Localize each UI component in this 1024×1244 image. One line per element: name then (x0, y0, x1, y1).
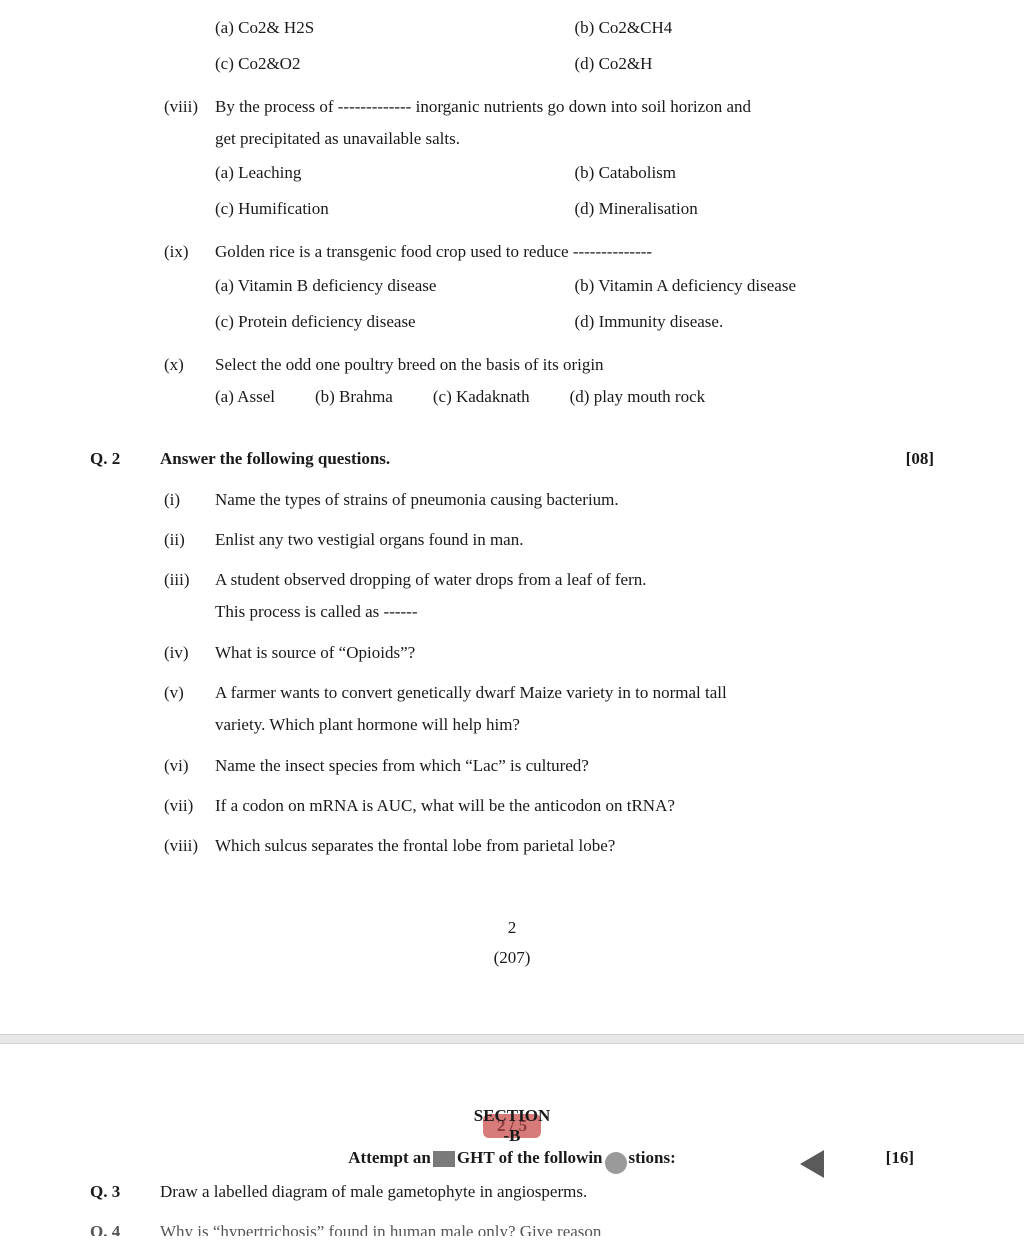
sub-num: (v) (160, 677, 215, 742)
sub-num: (iv) (160, 637, 215, 669)
q2-header: Q. 2 Answer the following questions. [08… (90, 443, 934, 475)
obscured-circle-icon (605, 1152, 627, 1174)
obscured-box-icon (433, 1151, 455, 1167)
stem-line: Select the odd one poultry breed on the … (215, 349, 934, 381)
opt-d: (d) Co2&H (575, 46, 935, 82)
q2-title: Answer the following questions. (160, 449, 390, 468)
opt-d: (d) Immunity disease. (575, 304, 935, 340)
q-x: (x) Select the odd one poultry breed on … (90, 349, 934, 414)
attempt-pre: Attempt an (348, 1148, 431, 1167)
opt-b: (b) Brahma (315, 381, 393, 413)
opt-a: (a) Assel (215, 381, 275, 413)
sub-num: (ii) (160, 524, 215, 556)
q3-text: Draw a labelled diagram of male gametoph… (160, 1176, 934, 1208)
opt-c: (c) Co2&O2 (215, 46, 575, 82)
sub-num: (viii) (160, 830, 215, 862)
q2-iv: (iv) What is source of “Opioids”? (90, 637, 934, 669)
sub-num: (ix) (160, 236, 215, 341)
opt-b: (b) Catabolism (575, 155, 935, 191)
item-text: This process is called as ------ (215, 596, 934, 628)
page-separator (0, 1034, 1024, 1044)
opt-c: (c) Humification (215, 191, 575, 227)
item-text: What is source of “Opioids”? (215, 637, 934, 669)
opt-a: (a) Vitamin B deficiency disease (215, 268, 575, 304)
q2-marks: [08] (906, 443, 934, 475)
stem-line: Golden rice is a transgenic food crop us… (215, 236, 934, 268)
opt-b: (b) Co2&CH4 (575, 10, 935, 46)
opt-c: (c) Protein deficiency disease (215, 304, 575, 340)
page-indicator-badge: 2 / 5 SECTION -B (483, 1114, 541, 1138)
q4-cut: Q. 4 Why is “hypertrichosis” found in hu… (90, 1216, 934, 1236)
page-number: 2 (90, 913, 934, 944)
q-label: Q. 4 (90, 1216, 160, 1236)
opt-a: (a) Leaching (215, 155, 575, 191)
stem-line: By the process of ------------- inorgani… (215, 91, 934, 123)
q2-vi: (vi) Name the insect species from which … (90, 750, 934, 782)
q2-iii: (iii) A student observed dropping of wat… (90, 564, 934, 629)
attempt-mid: GHT of the followin (457, 1148, 603, 1167)
item-text: Name the types of strains of pneumonia c… (215, 484, 934, 516)
q4-text: Why is “hypertrichosis” found in human m… (160, 1216, 934, 1236)
q-ix: (ix) Golden rice is a transgenic food cr… (90, 236, 934, 341)
q-label: Q. 2 (90, 443, 160, 475)
prev-triangle-icon[interactable] (800, 1150, 824, 1178)
sub-num: (iii) (160, 564, 215, 629)
section-b-header: 2 / 5 SECTION -B (90, 1114, 934, 1138)
item-text: Name the insect species from which “Lac”… (215, 750, 934, 782)
q2-viii: (viii) Which sulcus separates the fronta… (90, 830, 934, 862)
opt-d: (d) play mouth rock (570, 381, 706, 413)
stem-line: get precipitated as unavailable salts. (215, 123, 934, 155)
opt-b: (b) Vitamin A deficiency disease (575, 268, 935, 304)
q3: Q. 3 Draw a labelled diagram of male gam… (90, 1176, 934, 1208)
exam-page: (a) Co2& H2S (b) Co2&CH4 (c) Co2&O2 (d) … (0, 0, 1024, 1236)
item-text: Enlist any two vestigial organs found in… (215, 524, 934, 556)
sectionB-marks: [16] (886, 1148, 914, 1168)
item-text: A student observed dropping of water dro… (215, 564, 934, 596)
q-label: Q. 3 (90, 1176, 160, 1208)
attempt-post: stions: (629, 1148, 676, 1167)
item-text: variety. Which plant hormone will help h… (215, 709, 934, 741)
item-text: A farmer wants to convert genetically dw… (215, 677, 934, 709)
opt-d: (d) Mineralisation (575, 191, 935, 227)
sub-num: (viii) (160, 91, 215, 228)
opt-c: (c) Kadaknath (433, 381, 530, 413)
q2-vii: (vii) If a codon on mRNA is AUC, what wi… (90, 790, 934, 822)
page-footer: 2 (207) (90, 913, 934, 974)
paper-code: (207) (90, 943, 934, 974)
opt-a: (a) Co2& H2S (215, 10, 575, 46)
badge-over: SECTION -B (483, 1114, 541, 1138)
sub-num: (vii) (160, 790, 215, 822)
q2-i: (i) Name the types of strains of pneumon… (90, 484, 934, 516)
sub-num: (i) (160, 484, 215, 516)
item-text: Which sulcus separates the frontal lobe … (215, 830, 934, 862)
sub-num: (x) (160, 349, 215, 414)
item-text: If a codon on mRNA is AUC, what will be … (215, 790, 934, 822)
attempt-line: Attempt an GHT of the followin stions: [16… (90, 1148, 934, 1170)
sub-num: (vi) (160, 750, 215, 782)
q-viii: (viii) By the process of ------------- i… (90, 91, 934, 228)
q-vii-options: (a) Co2& H2S (b) Co2&CH4 (c) Co2&O2 (d) … (90, 10, 934, 83)
q2-v: (v) A farmer wants to convert geneticall… (90, 677, 934, 742)
q2-ii: (ii) Enlist any two vestigial organs fou… (90, 524, 934, 556)
